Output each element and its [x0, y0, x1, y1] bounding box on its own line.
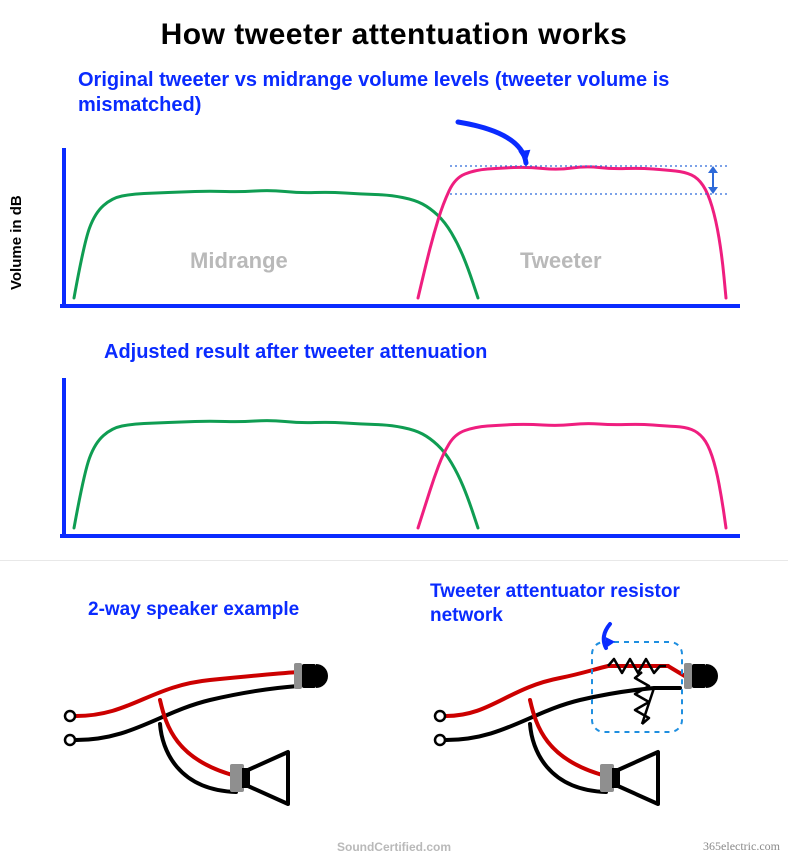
diagram-left-svg [40, 630, 380, 830]
speaker-diagram-simple [40, 630, 380, 830]
footer-brand: SoundCertified.com [0, 840, 788, 854]
diagram-right-title: Tweeter attentuator resistor network [430, 580, 750, 628]
chart2-svg [60, 378, 740, 538]
speaker-diagram-attenuator [410, 630, 750, 830]
chart1-svg [60, 148, 740, 308]
diagram-left-title: 2-way speaker example [88, 598, 388, 622]
y-axis-label: Volume in dB [8, 195, 25, 290]
footer-site: 365electric.com [703, 839, 780, 854]
main-title: How tweeter attentuation works [0, 18, 788, 52]
page: How tweeter attentuation works Original … [0, 0, 788, 860]
diagram-right-svg [410, 630, 750, 830]
section-divider [0, 560, 788, 561]
chart1-subtitle: Original tweeter vs midrange volume leve… [78, 68, 698, 118]
chart2-subtitle: Adjusted result after tweeter attenuatio… [104, 340, 704, 365]
chart-after [60, 378, 740, 538]
tweeter-label: Tweeter [520, 248, 602, 274]
midrange-label: Midrange [190, 248, 288, 274]
chart-before: Midrange Tweeter [60, 148, 740, 308]
